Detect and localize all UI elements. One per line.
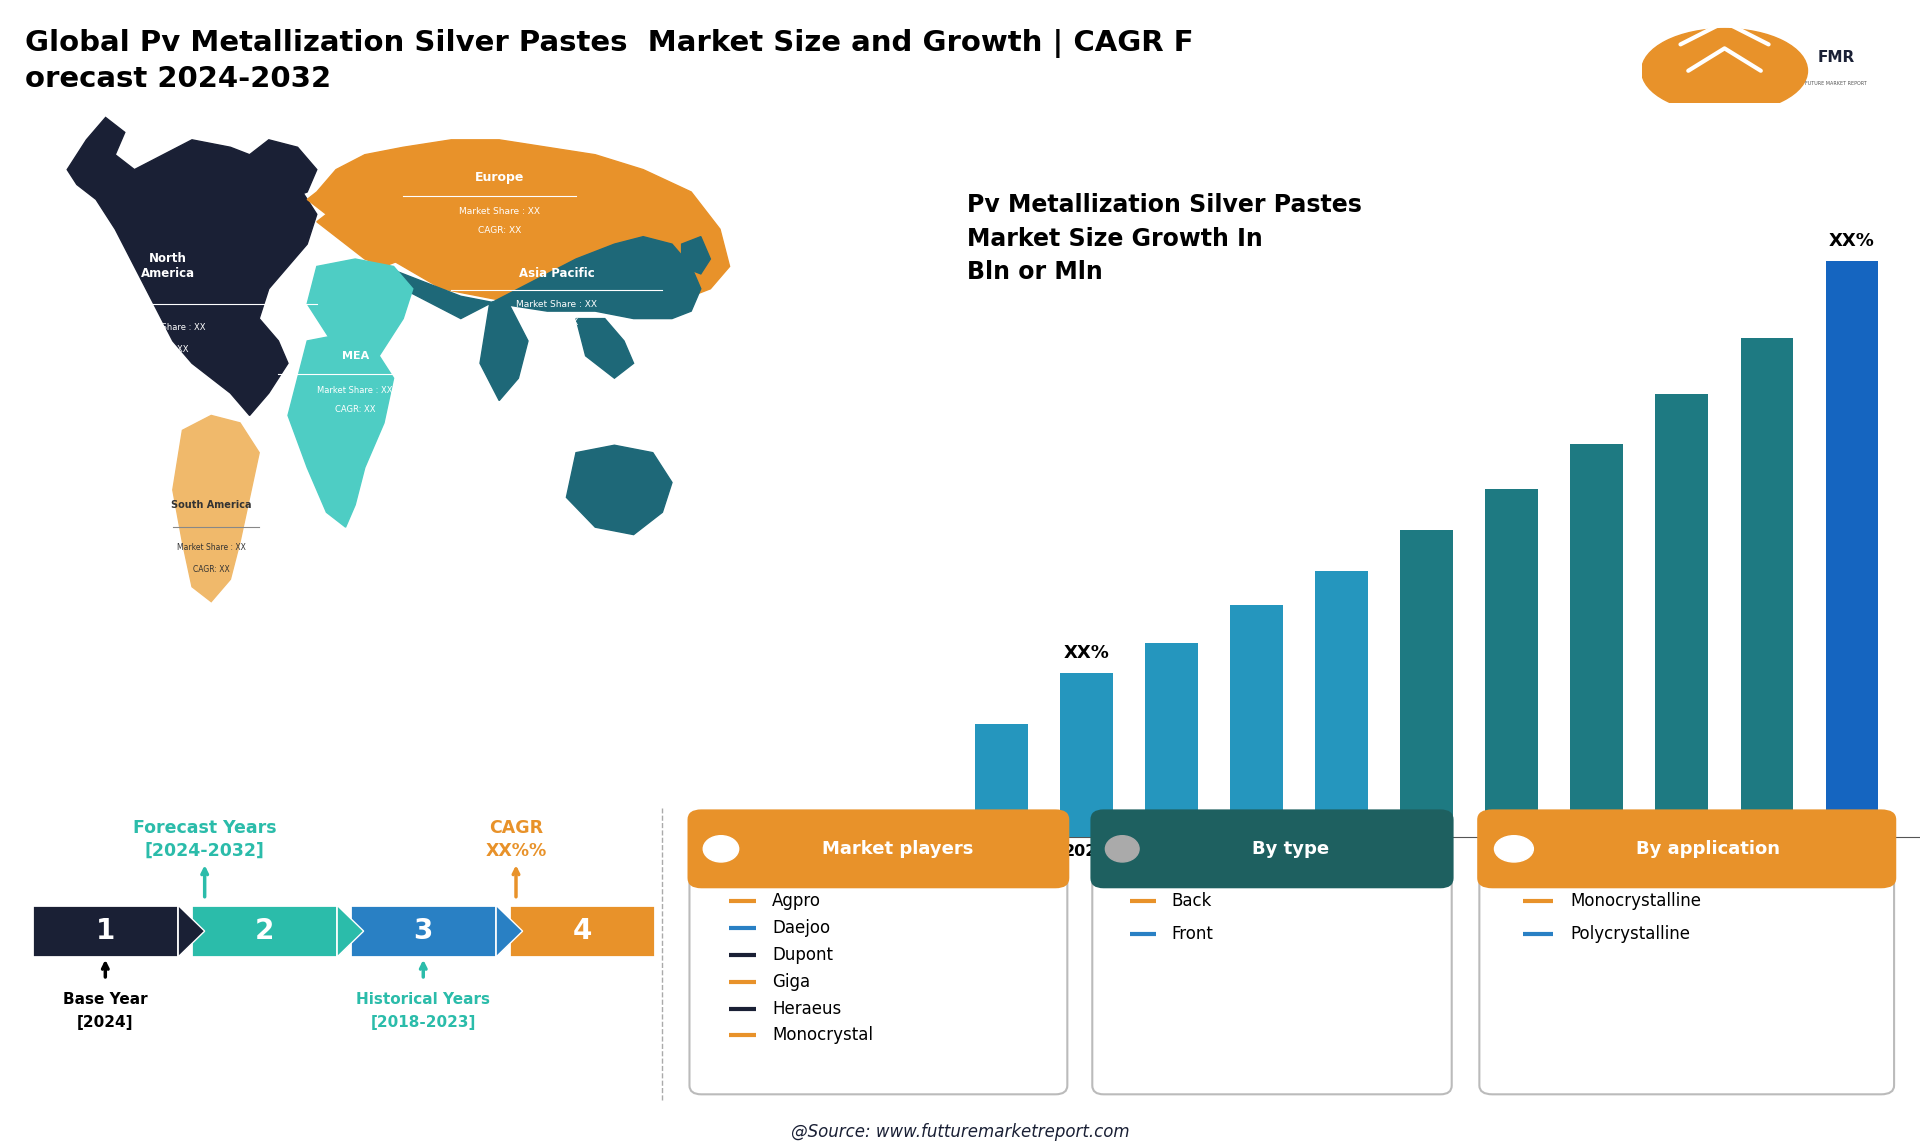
Text: Giga: Giga — [772, 973, 810, 991]
Text: XX%: XX% — [1064, 644, 1110, 662]
Circle shape — [1494, 835, 1534, 862]
Circle shape — [1106, 835, 1139, 862]
Circle shape — [703, 835, 739, 862]
Text: Pv Metallization Silver Pastes
Market Size Growth In
Bln or Mln: Pv Metallization Silver Pastes Market Si… — [968, 194, 1363, 284]
Bar — [1571, 444, 1622, 837]
Bar — [1060, 673, 1114, 837]
FancyBboxPatch shape — [509, 905, 655, 957]
Circle shape — [1642, 29, 1807, 113]
Text: CAGR: XX: CAGR: XX — [334, 405, 376, 414]
FancyBboxPatch shape — [1480, 872, 1893, 1094]
FancyBboxPatch shape — [349, 905, 495, 957]
FancyBboxPatch shape — [1091, 809, 1453, 888]
Text: Market Share : XX: Market Share : XX — [516, 300, 597, 309]
Bar — [1315, 572, 1369, 837]
Text: Europe: Europe — [474, 171, 524, 183]
Text: Global Pv Metallization Silver Pastes  Market Size and Growth | CAGR F
orecast 2: Global Pv Metallization Silver Pastes Ma… — [25, 29, 1194, 93]
Polygon shape — [173, 415, 259, 602]
Polygon shape — [374, 236, 701, 319]
Text: 2: 2 — [255, 917, 275, 945]
Text: Agpro: Agpro — [772, 893, 822, 910]
Polygon shape — [307, 259, 413, 378]
Text: Base Year: Base Year — [63, 992, 148, 1007]
Polygon shape — [179, 905, 205, 957]
Text: Market Share : XX: Market Share : XX — [177, 542, 246, 551]
Polygon shape — [566, 445, 672, 534]
Bar — [1826, 261, 1878, 837]
Text: [2024]: [2024] — [77, 1015, 134, 1030]
Text: Monocrystal: Monocrystal — [772, 1027, 874, 1044]
Text: Front: Front — [1171, 925, 1213, 943]
Text: Market players: Market players — [822, 840, 973, 858]
Text: @Source: www.futturemarketreport.com: @Source: www.futturemarketreport.com — [791, 1123, 1129, 1140]
Text: FUTURE MARKET REPORT: FUTURE MARKET REPORT — [1805, 81, 1866, 86]
Text: 1: 1 — [96, 917, 115, 945]
Text: Asia Pacific: Asia Pacific — [518, 267, 595, 281]
Text: Daejoo: Daejoo — [772, 919, 829, 937]
FancyBboxPatch shape — [687, 809, 1069, 888]
Text: CAGR: XX: CAGR: XX — [192, 565, 230, 574]
Text: [2024-2032]: [2024-2032] — [144, 842, 265, 860]
Text: South America: South America — [171, 500, 252, 510]
Text: Forecast Years: Forecast Years — [132, 819, 276, 837]
Text: 3: 3 — [413, 917, 432, 945]
Text: CAGR: XX: CAGR: XX — [478, 226, 520, 235]
Polygon shape — [480, 304, 528, 401]
FancyBboxPatch shape — [192, 905, 338, 957]
FancyBboxPatch shape — [1476, 809, 1897, 888]
Polygon shape — [682, 236, 710, 274]
Polygon shape — [338, 905, 363, 957]
Polygon shape — [240, 140, 317, 199]
Text: North
America: North America — [140, 252, 196, 281]
Text: By application: By application — [1636, 840, 1780, 858]
Polygon shape — [576, 319, 634, 378]
Text: FMR: FMR — [1818, 50, 1855, 65]
Bar — [1655, 394, 1709, 837]
Text: CAGR: CAGR — [490, 819, 543, 837]
Text: [2018-2023]: [2018-2023] — [371, 1015, 476, 1030]
Polygon shape — [317, 170, 432, 266]
Bar — [1144, 643, 1198, 837]
Text: Monocrystalline: Monocrystalline — [1571, 893, 1701, 910]
Bar — [1486, 489, 1538, 837]
FancyBboxPatch shape — [689, 872, 1068, 1094]
Bar — [1741, 338, 1793, 837]
Text: Market Share : XX: Market Share : XX — [131, 323, 205, 331]
Text: Market Share : XX: Market Share : XX — [459, 207, 540, 217]
Text: CAGR: XX: CAGR: XX — [536, 317, 578, 327]
Polygon shape — [288, 333, 394, 527]
Polygon shape — [495, 905, 522, 957]
Bar — [1400, 529, 1453, 837]
Text: Back: Back — [1171, 893, 1212, 910]
Text: Heraeus: Heraeus — [772, 999, 841, 1018]
Text: XX%%: XX%% — [486, 842, 547, 860]
Bar — [1231, 605, 1283, 837]
FancyBboxPatch shape — [1092, 872, 1452, 1094]
Text: CAGR: XX: CAGR: XX — [148, 345, 188, 354]
Text: XX%: XX% — [1830, 233, 1876, 251]
Text: By type: By type — [1252, 840, 1329, 858]
Text: Market Share : XX: Market Share : XX — [317, 386, 394, 395]
Polygon shape — [67, 117, 317, 415]
Text: MEA: MEA — [342, 351, 369, 361]
Bar — [975, 724, 1027, 837]
Polygon shape — [307, 140, 730, 304]
Text: Dupont: Dupont — [772, 945, 833, 964]
Text: Polycrystalline: Polycrystalline — [1571, 925, 1690, 943]
FancyBboxPatch shape — [33, 905, 179, 957]
Text: 4: 4 — [572, 917, 591, 945]
Text: Historical Years: Historical Years — [357, 992, 490, 1007]
